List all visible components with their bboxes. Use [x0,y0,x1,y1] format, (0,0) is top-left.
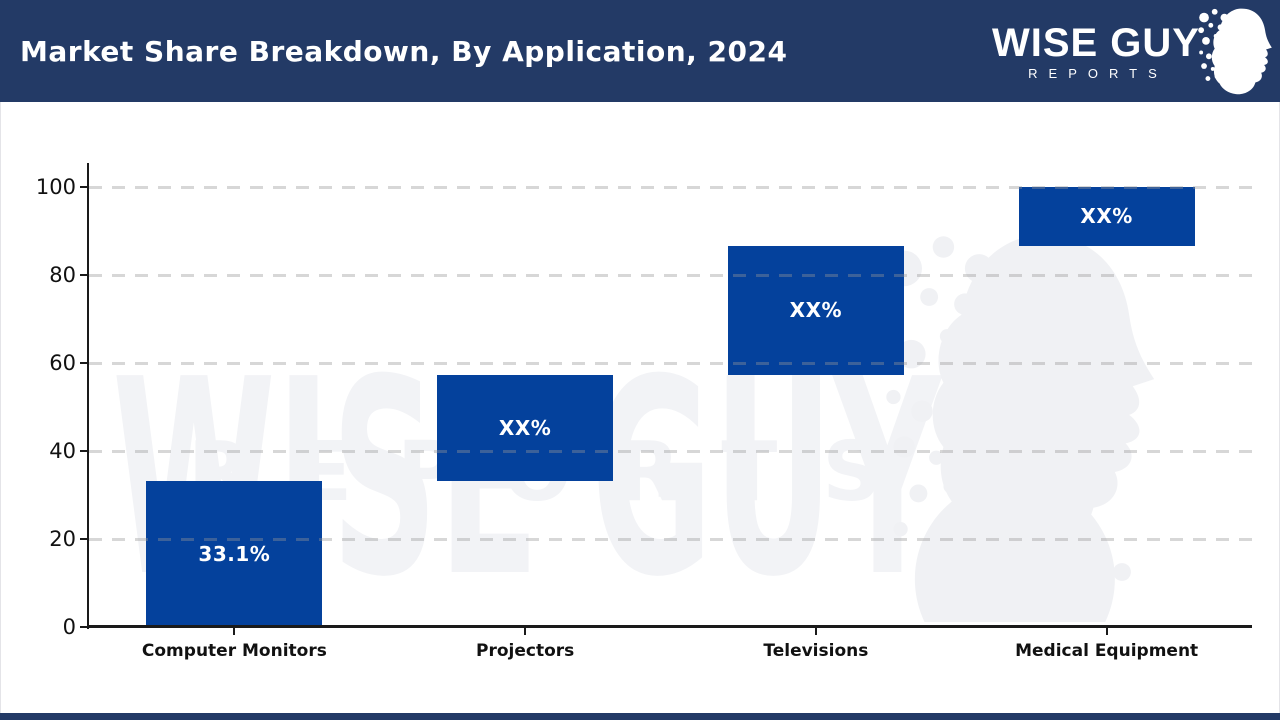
y-axis-line [87,163,89,629]
x-axis-line [87,625,1252,628]
face-profile-logo-icon [1198,8,1272,95]
x-category-label-1: Projectors [475,641,575,661]
bar-medical-equipment: XX% [1018,187,1195,246]
bar-value-label: XX% [789,298,843,323]
y-tick-label-20: 20 [49,527,76,551]
gridline-60 [89,361,1252,365]
page-title: Market Share Breakdown, By Application, … [20,34,788,68]
x-tick-0 [233,627,236,635]
brand-logo-text: WISE GUY REPORTS [992,23,1200,80]
gridline-20 [89,537,1252,541]
bar-value-label: XX% [1080,204,1133,229]
gridline-80 [89,273,1252,277]
bar-televisions: XX% [727,245,904,375]
y-tick-label-60: 60 [49,351,76,375]
x-tick-2 [814,627,817,635]
y-tick-0 [80,626,87,628]
y-tick-20 [80,538,87,540]
y-tick-label-0: 0 [62,615,76,639]
bar-computer-monitors: 33.1% [146,481,323,627]
y-tick-label-80: 80 [49,263,76,287]
x-category-label-2: Televisions [763,641,869,661]
header-bar: Market Share Breakdown, By Application, … [0,0,1280,102]
brand-subtitle: REPORTS [1028,65,1168,81]
y-tick-80 [80,274,87,276]
y-tick-40 [80,450,87,452]
y-tick-100 [80,186,87,188]
bar-value-label: XX% [498,416,552,441]
brand-logo: WISE GUY REPORTS [992,5,1280,97]
x-tick-1 [524,627,527,635]
watermark-face-profile-icon [882,235,1155,622]
brand-name: WISE GUY [991,20,1200,65]
bar-value-label: 33.1% [198,542,271,567]
bar-projectors: XX% [437,374,614,482]
y-tick-60 [80,362,87,364]
chart-area: WISE GUY REPORTS 33.1%XX%XX%XX% 02040608… [0,102,1280,713]
footer-bar [0,713,1280,720]
x-category-label-3: Medical Equipment [1015,641,1199,661]
gridline-100 [89,185,1252,189]
gridline-40 [89,449,1252,453]
y-tick-label-100: 100 [35,175,76,199]
x-category-label-0: Computer Monitors [141,641,327,661]
x-tick-3 [1105,627,1108,635]
y-tick-label-40: 40 [49,439,76,463]
